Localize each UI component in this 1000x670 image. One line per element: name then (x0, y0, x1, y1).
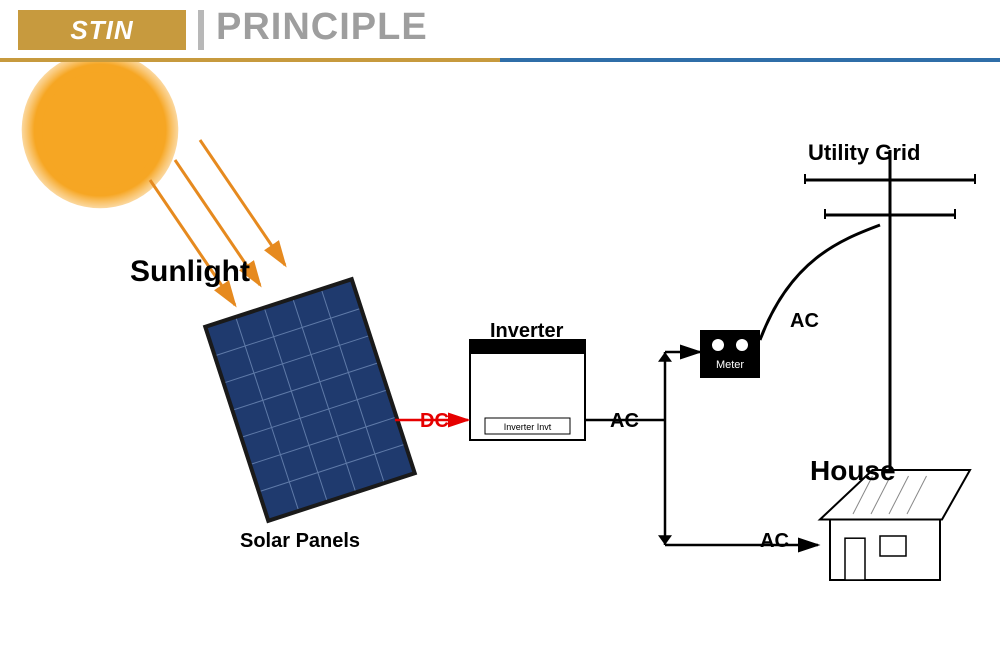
label-ac-3: AC (760, 530, 789, 553)
label-dc: DC (420, 410, 449, 433)
svg-text:Meter: Meter (716, 359, 744, 371)
logo-text: STIN (70, 15, 133, 46)
header-title: PRINCIPLE (216, 6, 428, 49)
logo-badge: STIN (18, 10, 186, 50)
svg-text:Inverter Invt: Inverter Invt (504, 422, 552, 432)
label-utility-grid: Utility Grid (808, 140, 920, 166)
label-ac-1: AC (610, 410, 639, 433)
label-ac-2: AC (790, 310, 819, 333)
label-solar-panels: Solar Panels (240, 530, 360, 553)
label-inverter: Inverter (490, 320, 563, 343)
header: STIN PRINCIPLE (0, 0, 1000, 58)
label-house: House (810, 455, 896, 487)
label-sunlight: Sunlight (130, 255, 250, 289)
header-divider (198, 10, 204, 50)
diagram-stage: Inverter Invt Meter Sunlight Solar Panels… (0, 62, 1000, 665)
